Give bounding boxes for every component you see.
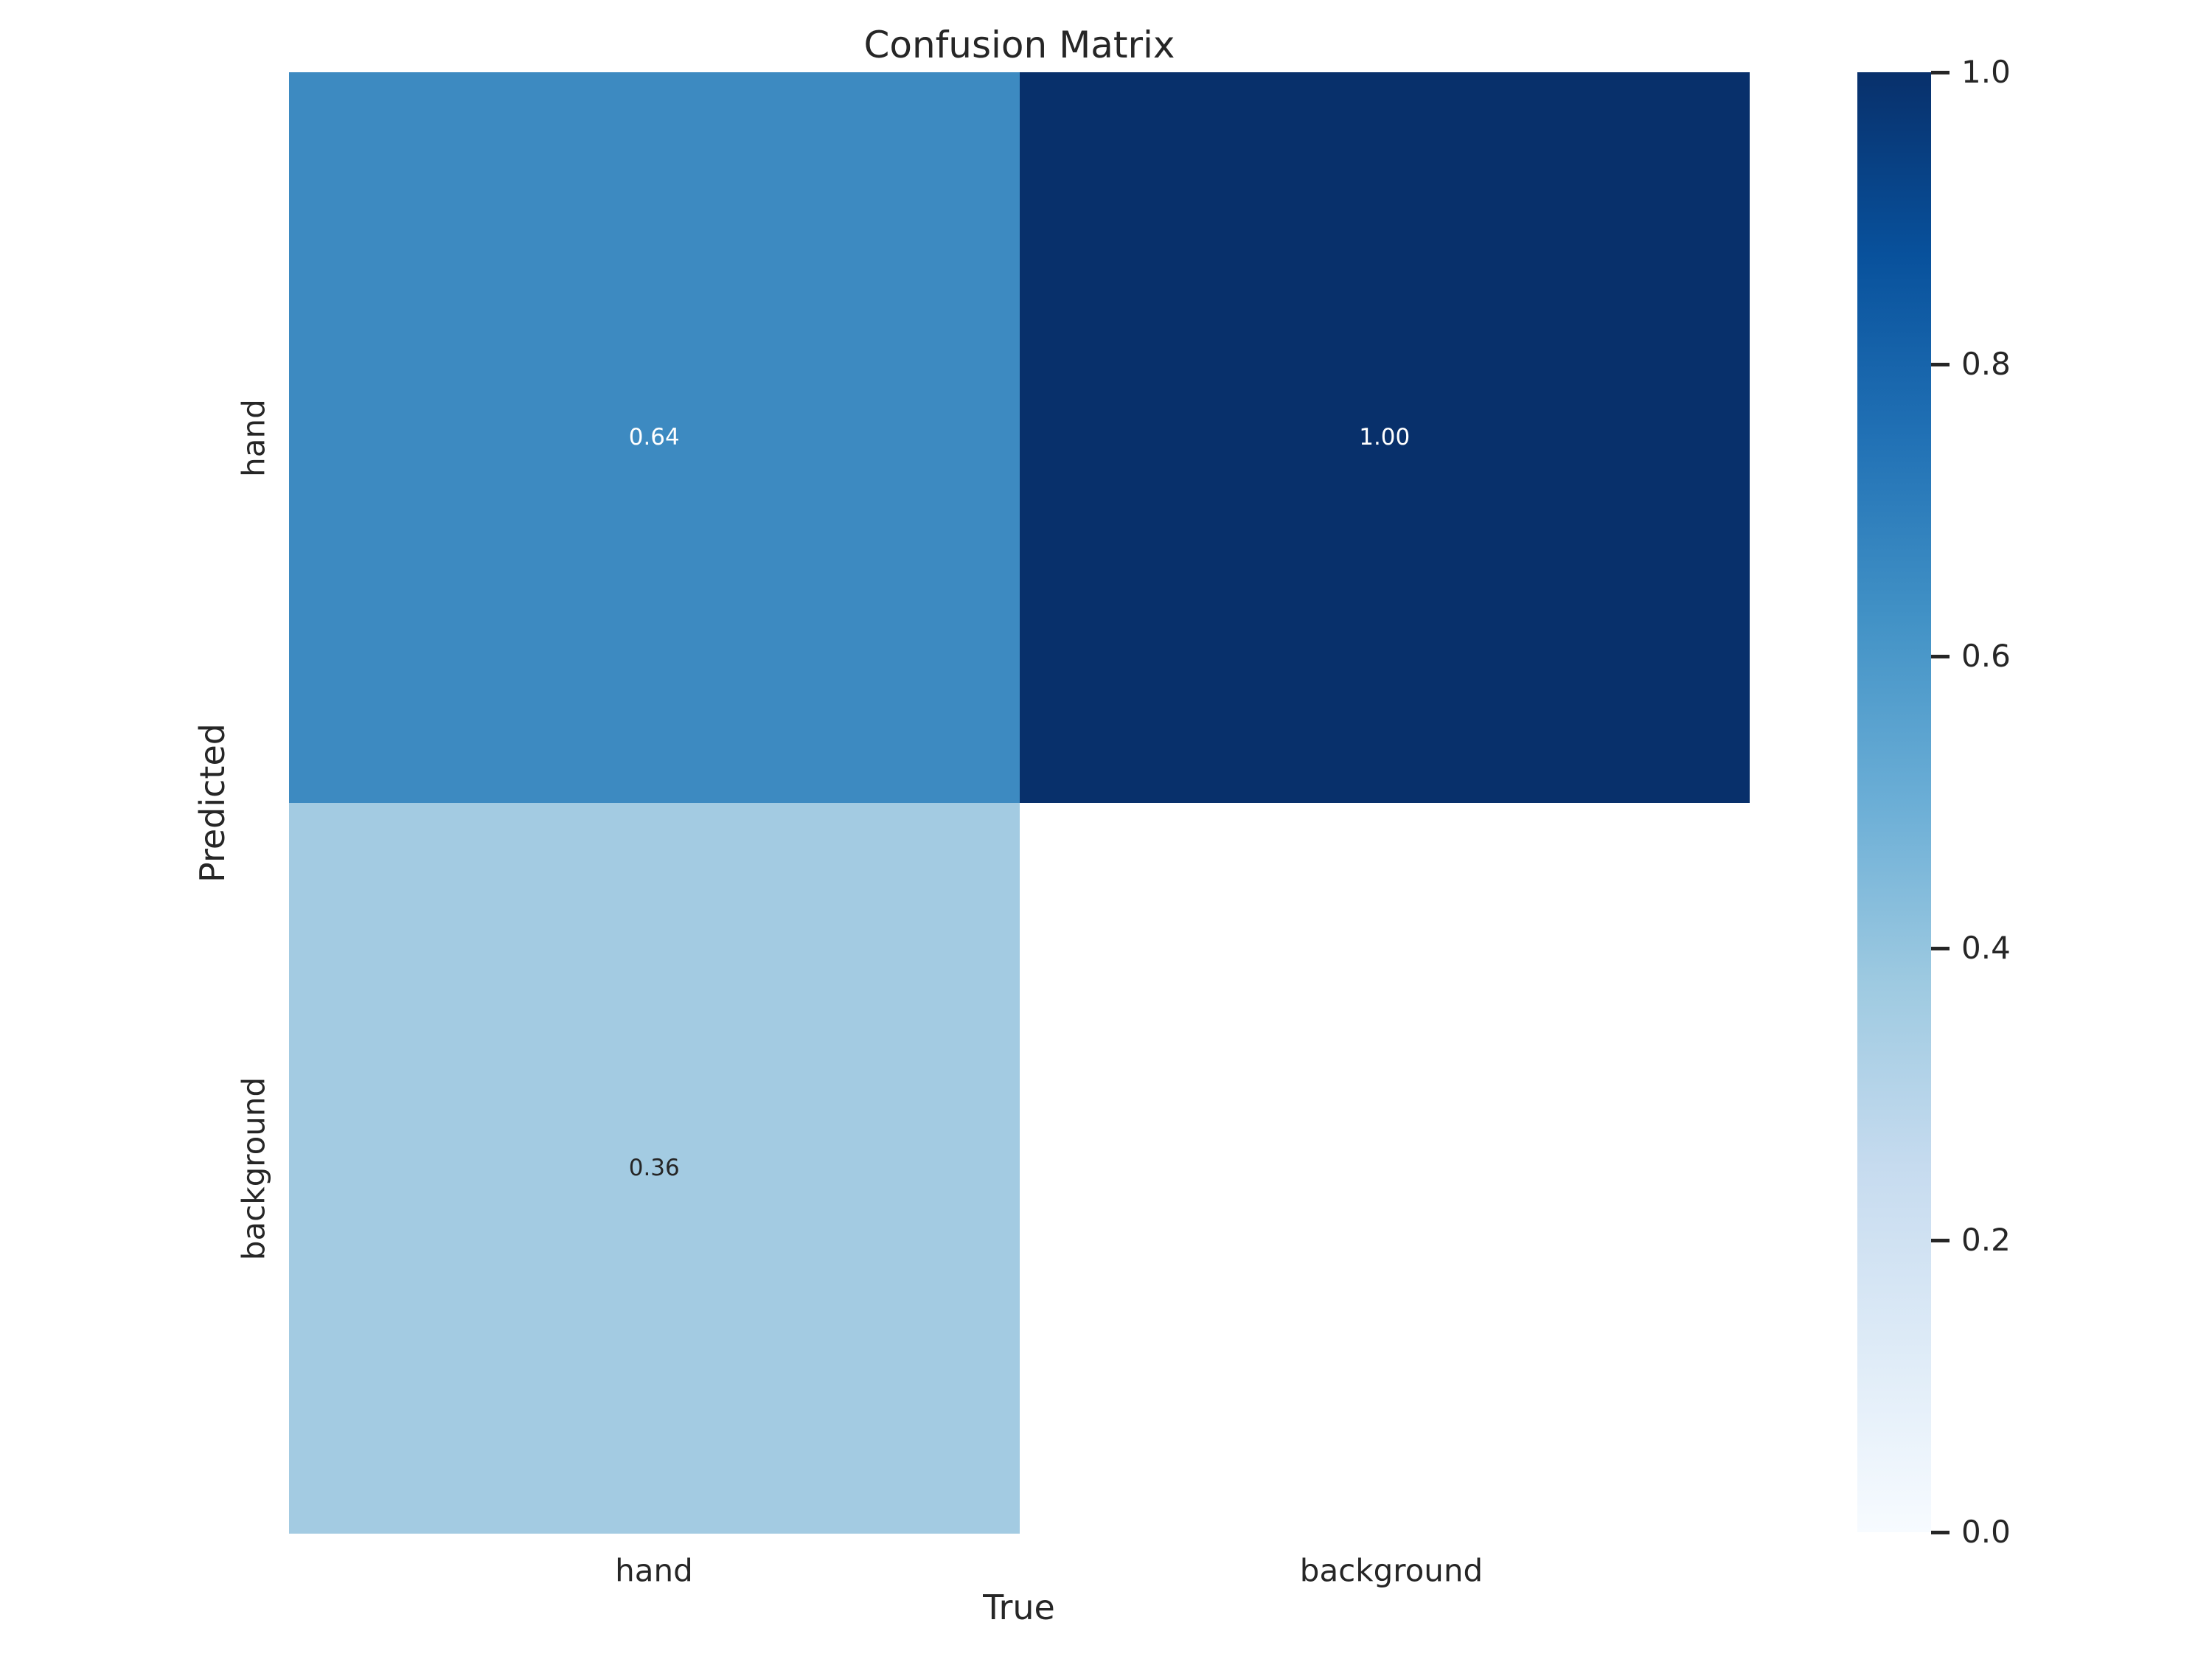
colorbar-tick-label: 0.4 xyxy=(1961,930,2011,966)
cell-value: 0.36 xyxy=(628,1155,680,1181)
x-tick-label-background: background xyxy=(1299,1552,1484,1589)
colorbar-tick-label: 0.6 xyxy=(1961,638,2011,674)
cell-value: 0.64 xyxy=(628,424,680,451)
colorbar-tick-label: 0.0 xyxy=(1961,1514,2011,1550)
chart-title: Confusion Matrix xyxy=(863,24,1175,66)
colorbar-tick-mark xyxy=(1931,1238,1950,1242)
heatmap-grid: 0.64 1.00 0.36 xyxy=(289,72,1750,1534)
colorbar-ticks: 1.0 0.8 0.6 0.4 0.2 0.0 xyxy=(1931,57,2115,1548)
matrix-cell-hand-hand: 0.64 xyxy=(289,72,1020,803)
colorbar-tick-mark xyxy=(1931,654,1950,658)
colorbar-tick-mark xyxy=(1931,70,1950,74)
colorbar-tick-label: 1.0 xyxy=(1961,54,2011,90)
colorbar-tick-mark xyxy=(1931,946,1950,950)
y-tick-label-hand: hand xyxy=(235,399,272,477)
x-axis-label: True xyxy=(983,1587,1055,1627)
colorbar-gradient xyxy=(1857,72,1931,1532)
matrix-cell-background-background xyxy=(1019,803,1750,1534)
colorbar-tick: 0.6 xyxy=(1931,641,2011,672)
colorbar-tick-label: 0.2 xyxy=(1961,1222,2011,1258)
y-tick-label-background: background xyxy=(235,1077,272,1261)
colorbar-tick-mark xyxy=(1931,1530,1950,1534)
x-tick-label-hand: hand xyxy=(615,1552,693,1589)
colorbar-tick: 0.4 xyxy=(1931,933,2011,964)
cell-value: 1.00 xyxy=(1359,424,1411,451)
colorbar-tick: 1.0 xyxy=(1931,57,2011,88)
colorbar-tick: 0.0 xyxy=(1931,1517,2011,1548)
matrix-cell-hand-background: 1.00 xyxy=(1019,72,1750,803)
colorbar-tick-mark xyxy=(1931,362,1950,366)
colorbar-tick: 0.2 xyxy=(1931,1225,2011,1256)
y-axis-label: Predicted xyxy=(192,723,232,883)
matrix-cell-background-hand: 0.36 xyxy=(289,803,1020,1534)
colorbar-tick-label: 0.8 xyxy=(1961,346,2011,382)
colorbar-tick: 0.8 xyxy=(1931,349,2011,380)
